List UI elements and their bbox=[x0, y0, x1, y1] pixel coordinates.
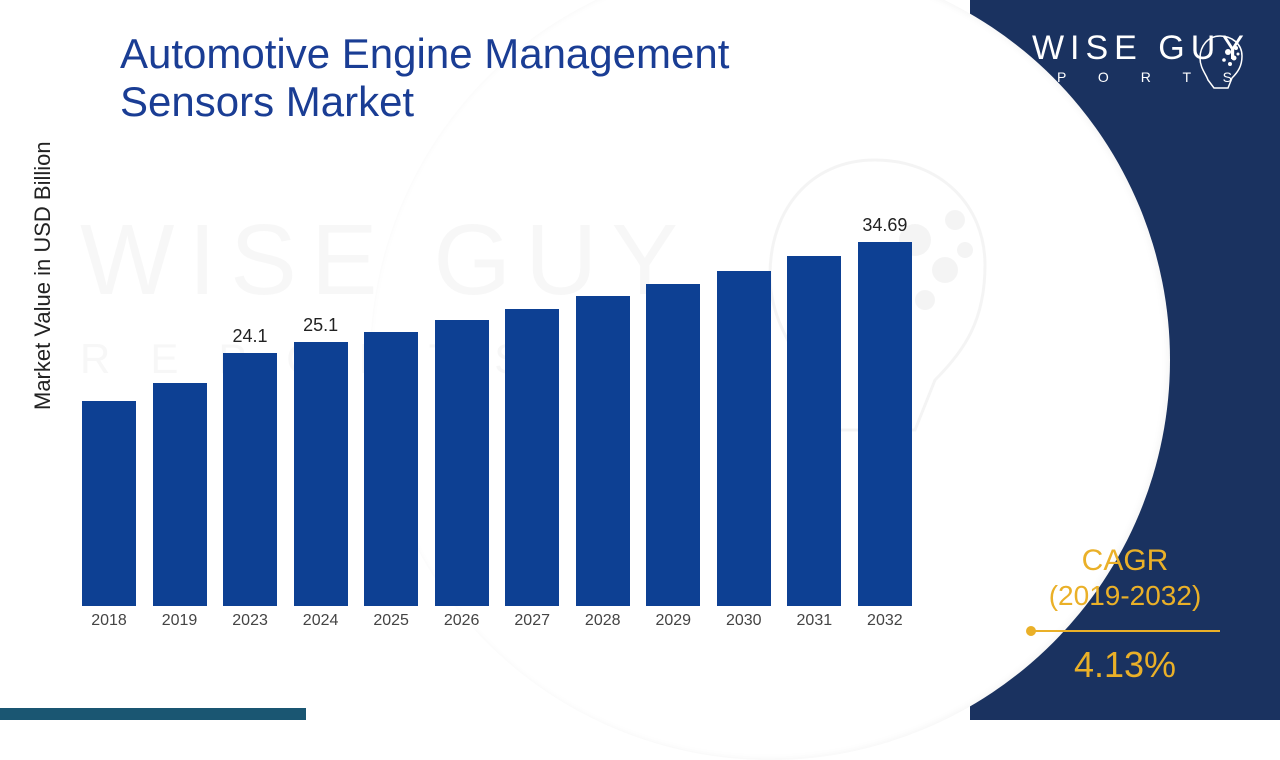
bar-x-label: 2023 bbox=[232, 612, 268, 630]
bar-x-label: 2024 bbox=[303, 612, 339, 630]
bar-x-label: 2028 bbox=[585, 612, 621, 630]
bar-x-label: 2031 bbox=[797, 612, 833, 630]
cagr-block: CAGR (2019-2032) 4.13% bbox=[1000, 544, 1250, 686]
bar-2029: 2029 bbox=[646, 284, 700, 606]
bar-2027: 2027 bbox=[505, 309, 559, 606]
cagr-value: 4.13% bbox=[1000, 644, 1250, 686]
bar-x-label: 2029 bbox=[655, 612, 691, 630]
bar-rect bbox=[82, 401, 136, 606]
bar-2019: 2019 bbox=[153, 383, 207, 606]
bar-x-label: 2032 bbox=[867, 612, 903, 630]
bar-x-label: 2019 bbox=[162, 612, 198, 630]
cagr-divider bbox=[1030, 630, 1220, 632]
bar-value-label: 34.69 bbox=[862, 215, 907, 236]
cagr-label: CAGR bbox=[1000, 544, 1250, 578]
bar-x-label: 2026 bbox=[444, 612, 480, 630]
chart-area: 20182019202324.1202425.12025202620272028… bbox=[82, 160, 912, 650]
bar-x-label: 2018 bbox=[91, 612, 127, 630]
bar-2025: 2025 bbox=[364, 332, 418, 606]
bar-rect bbox=[435, 320, 489, 606]
bar-rect bbox=[294, 342, 348, 606]
bar-rect bbox=[223, 353, 277, 606]
bar-rect bbox=[717, 271, 771, 606]
bar-2023: 202324.1 bbox=[223, 353, 277, 606]
chart-title: Automotive Engine Management Sensors Mar… bbox=[120, 30, 840, 127]
cagr-years: (2019-2032) bbox=[1000, 580, 1250, 612]
bar-rect bbox=[787, 256, 841, 606]
bar-value-label: 25.1 bbox=[303, 315, 338, 336]
bar-x-label: 2027 bbox=[514, 612, 550, 630]
bar-2032: 203234.69 bbox=[858, 242, 912, 606]
bar-2018: 2018 bbox=[82, 401, 136, 606]
bar-2030: 2030 bbox=[717, 271, 771, 606]
bar-value-label: 24.1 bbox=[233, 326, 268, 347]
bar-rect bbox=[646, 284, 700, 606]
bar-x-label: 2030 bbox=[726, 612, 762, 630]
bottom-accent-bar bbox=[0, 708, 306, 720]
bar-rect bbox=[153, 383, 207, 606]
bar-2026: 2026 bbox=[435, 320, 489, 606]
bar-rect bbox=[576, 296, 630, 606]
bar-rect bbox=[364, 332, 418, 606]
y-axis-label: Market Value in USD Billion bbox=[30, 141, 56, 410]
bar-2028: 2028 bbox=[576, 296, 630, 606]
bar-2031: 2031 bbox=[787, 256, 841, 606]
bar-2024: 202425.1 bbox=[294, 342, 348, 606]
logo-head-icon bbox=[1194, 34, 1246, 90]
bar-rect bbox=[858, 242, 912, 606]
bar-rect bbox=[505, 309, 559, 606]
bars-container: 2018 2019 202324.1 202425.1 2025 2026 2027 2028… bbox=[82, 186, 912, 606]
bar-x-label: 2025 bbox=[373, 612, 409, 630]
logo: WISE GUY R E P O R T S bbox=[974, 30, 1250, 85]
